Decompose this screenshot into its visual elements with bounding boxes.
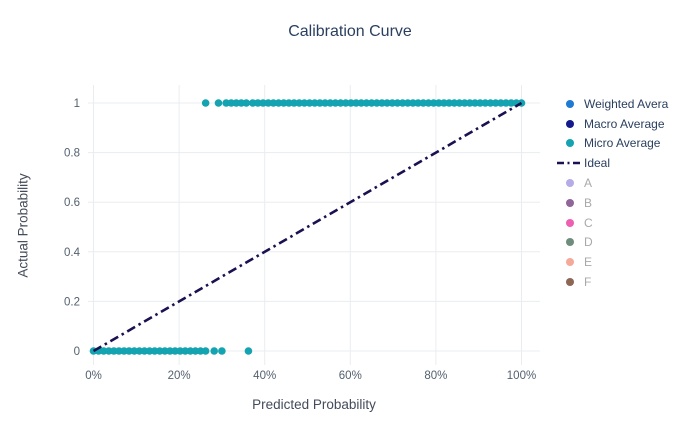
legend-dot-icon [566,119,574,128]
legend-marker [556,218,584,227]
ideal-line [92,101,523,353]
tick-labels: 0% 20% 40% 60% 80% 100% 0 0.2 0.4 0.6 0.8 1 [64,98,536,382]
legend-dot-icon [566,218,574,227]
legend-marker [556,139,584,148]
chart-title: Calibration Curve [288,23,412,40]
legend-dot-icon [566,198,574,207]
legend-item-label: Ideal [584,156,611,171]
scatter-dot [244,347,253,355]
legend-marker [556,258,584,267]
legend-item-ideal[interactable]: Ideal [556,153,696,173]
scatter-dot [242,99,251,107]
legend-dot-icon [566,179,574,188]
legend-item-a[interactable]: A [556,173,696,193]
legend-item-label: C [584,215,593,230]
legend-dot-icon [566,238,574,247]
legend-item-label: D [584,235,593,250]
legend-item-b[interactable]: B [556,193,696,213]
scatter-dot [214,99,223,107]
x-tick-label: 0% [85,370,102,382]
y-tick-label: 0.4 [64,247,81,259]
legend-dot-icon [566,278,574,287]
micro-average-dots [89,99,526,355]
x-tick-label: 40% [253,370,276,382]
scatter-dot [201,99,210,107]
y-tick-label: 0 [74,346,80,358]
legend: Weighted Avera Macro Average Micro Average… [556,94,696,292]
legend-item-micro-average[interactable]: Micro Average [556,134,696,154]
legend-item-c[interactable]: C [556,213,696,233]
legend-item-d[interactable]: D [556,233,696,253]
legend-item-macro-average[interactable]: Macro Average [556,114,696,134]
legend-dot-icon [566,258,574,267]
legend-item-weighted-avera[interactable]: Weighted Avera [556,94,696,114]
x-tick-label: 100% [507,370,536,382]
legend-marker [556,161,584,165]
x-tick-label: 60% [339,370,362,382]
legend-item-label: Micro Average [584,136,661,151]
x-axis-title: Predicted Probability [252,397,376,412]
legend-item-label: A [584,176,593,191]
y-tick-label: 1 [74,98,80,110]
y-tick-label: 0.6 [64,197,80,209]
legend-marker [556,198,584,207]
scatter-dot [201,347,210,355]
y-tick-label: 0.2 [64,296,80,308]
legend-item-label: F [584,275,592,290]
legend-item-label: B [584,195,593,210]
legend-marker [556,99,584,108]
legend-dashdot-line-icon [557,161,583,165]
scatter-dot [218,347,226,355]
legend-item-label: E [584,255,593,270]
x-tick-label: 80% [424,370,447,382]
legend-marker [556,119,584,128]
legend-marker [556,238,584,247]
legend-item-f[interactable]: F [556,272,696,292]
scatter-dot [210,347,218,355]
legend-marker [556,179,584,188]
y-tick-label: 0.8 [64,148,80,160]
legend-dot-icon [566,139,574,148]
x-tick-label: 20% [168,370,191,382]
legend-marker [556,278,584,287]
legend-item-label: Macro Average [584,116,665,131]
legend-item-e[interactable]: E [556,252,696,272]
legend-item-label: Weighted Avera [584,96,669,111]
gridlines [88,85,540,365]
legend-dot-icon [566,99,574,108]
